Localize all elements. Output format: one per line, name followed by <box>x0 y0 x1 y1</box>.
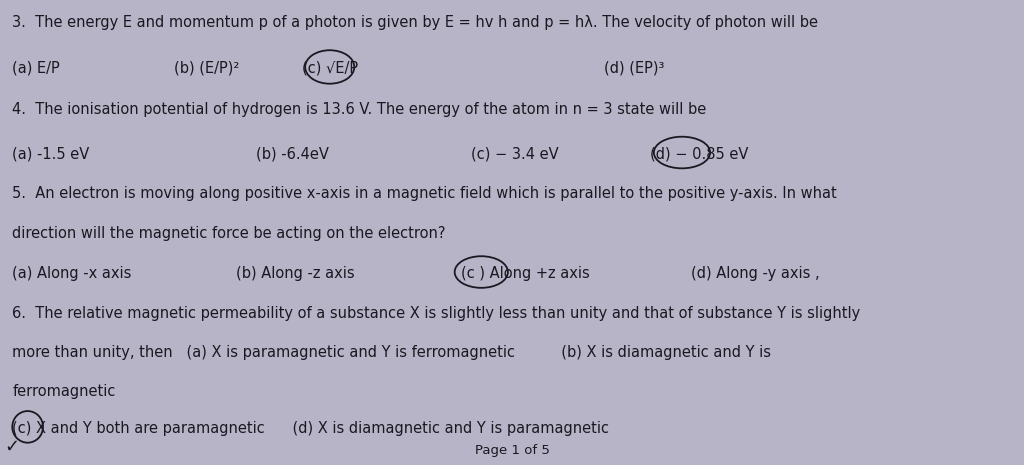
Text: (d) (EP)³: (d) (EP)³ <box>604 60 665 75</box>
Text: 5.  An electron is moving along positive x-axis in a magnetic field which is par: 5. An electron is moving along positive … <box>12 186 837 201</box>
Text: 4.  The ionisation potential of hydrogen is 13.6 V. The energy of the atom in n : 4. The ionisation potential of hydrogen … <box>12 102 707 117</box>
Text: more than unity, then   (a) X is paramagnetic and Y is ferromagnetic          (b: more than unity, then (a) X is paramagne… <box>12 345 771 360</box>
Text: 3.  The energy E and momentum p of a photon is given by E = hv h and p = hλ. The: 3. The energy E and momentum p of a phot… <box>12 15 818 30</box>
Text: (b) (E/P)²: (b) (E/P)² <box>174 60 240 75</box>
Text: (a) -1.5 eV: (a) -1.5 eV <box>12 146 89 161</box>
Text: (c ) Along +z axis: (c ) Along +z axis <box>461 266 590 281</box>
Text: 6.  The relative magnetic permeability of a substance X is slightly less than un: 6. The relative magnetic permeability of… <box>12 306 860 321</box>
Text: direction will the magnetic force be acting on the electron?: direction will the magnetic force be act… <box>12 226 445 240</box>
Text: (a) Along -x axis: (a) Along -x axis <box>12 266 132 281</box>
Text: (b) -6.4eV: (b) -6.4eV <box>256 146 329 161</box>
Text: (d) − 0.85 eV: (d) − 0.85 eV <box>650 146 749 161</box>
Text: (c) X and Y both are paramagnetic      (d) X is diamagnetic and Y is paramagneti: (c) X and Y both are paramagnetic (d) X … <box>12 421 609 436</box>
Text: ✓: ✓ <box>4 438 19 456</box>
Text: (a) E/P: (a) E/P <box>12 60 60 75</box>
Text: (d) Along -y axis ,: (d) Along -y axis , <box>691 266 820 281</box>
Text: Page 1 of 5: Page 1 of 5 <box>474 444 550 457</box>
Text: (c) √E/P: (c) √E/P <box>302 60 358 75</box>
Text: (c) − 3.4 eV: (c) − 3.4 eV <box>471 146 559 161</box>
Text: ferromagnetic: ferromagnetic <box>12 384 116 399</box>
Text: (b) Along -z axis: (b) Along -z axis <box>236 266 354 281</box>
